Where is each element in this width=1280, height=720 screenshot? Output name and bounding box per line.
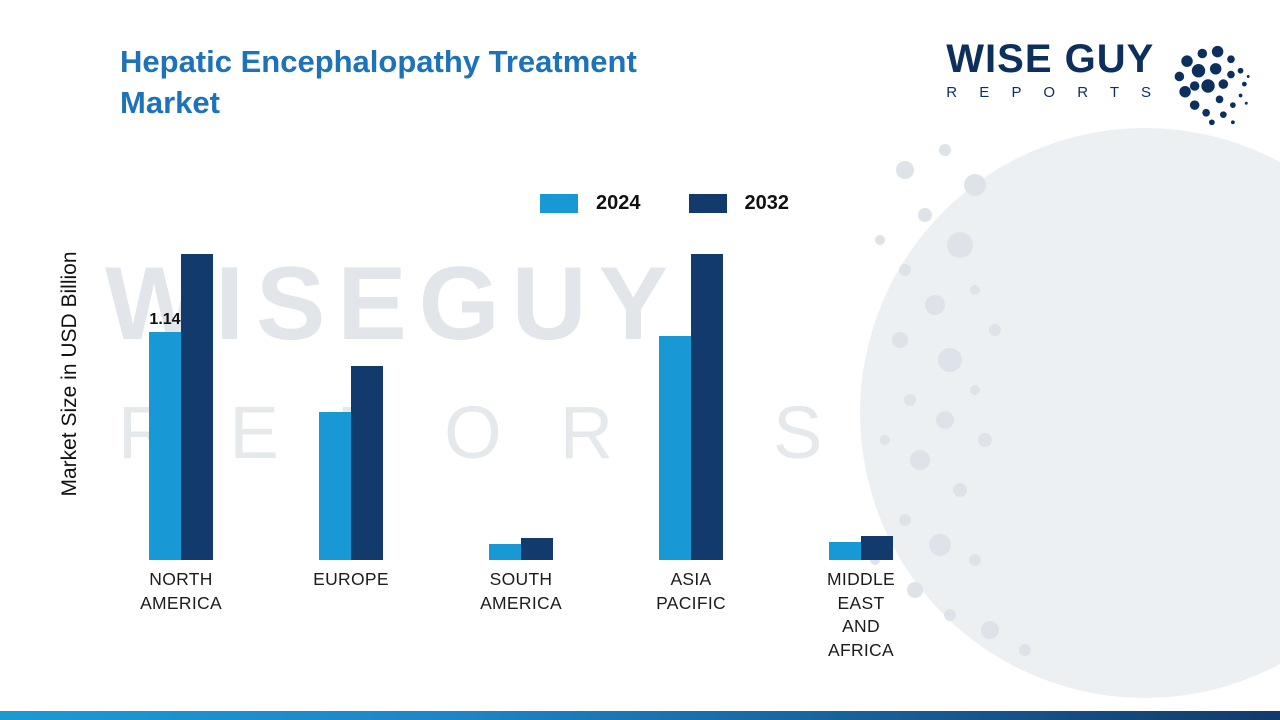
bar-chart: 1.14 NORTH AMERICA EUROPE SOUTH AMERICA ASIA… — [105, 254, 937, 660]
bar-2032-category-1 — [351, 366, 383, 560]
bar-value-label: 1.14 — [149, 311, 181, 328]
legend: 2024 2032 — [540, 192, 789, 215]
bar-group-0: 1.14 NORTH AMERICA — [105, 254, 257, 613]
legend-label-2024: 2024 — [596, 192, 641, 214]
wise-guy-reports-logo: WISE GUY R E P O R T S — [946, 38, 1252, 134]
legend-label-2032: 2032 — [744, 192, 790, 214]
legend-item-2032: 2032 — [688, 192, 790, 215]
logo-wordmark: WISE GUY — [946, 37, 1155, 81]
bar-2032-category-3 — [691, 254, 723, 560]
category-label-2: SOUTH AMERICA — [480, 569, 562, 613]
logo-text: WISE GUY R E P O R T S — [946, 38, 1160, 101]
category-label-4: MIDDLE EAST AND AFRICA — [827, 569, 895, 660]
bar-2032-category-0 — [181, 254, 213, 560]
bar-2032-category-2 — [521, 538, 553, 560]
bar-2024-category-1 — [319, 412, 351, 560]
bar-2032-category-4 — [861, 536, 893, 560]
bar-group-4: MIDDLE EAST AND AFRICA — [785, 536, 937, 660]
legend-item-2024: 2024 — [540, 192, 641, 215]
bar-2024-category-0 — [149, 332, 181, 560]
category-label-3: ASIA PACIFIC — [656, 569, 726, 613]
logo-subtitle: R E P O R T S — [946, 84, 1160, 101]
bar-group-3: ASIA PACIFIC — [615, 254, 767, 613]
bar-2024-category-2 — [489, 544, 521, 560]
y-axis-label: Market Size in USD Billion — [58, 251, 81, 497]
bar-2024-category-4 — [829, 542, 861, 560]
category-label-0: NORTH AMERICA — [140, 569, 222, 613]
bottom-accent-strip — [0, 711, 1280, 720]
category-label-1: EUROPE — [313, 569, 389, 589]
bar-2024-category-3 — [659, 336, 691, 560]
bar-group-1: EUROPE — [275, 366, 427, 589]
bar-group-2: SOUTH AMERICA — [445, 538, 597, 613]
logo-head-icon — [1174, 45, 1250, 126]
legend-swatch-2024 — [540, 194, 578, 213]
page-title: Hepatic Encephalopathy Treatment Market — [120, 44, 637, 120]
legend-swatch-2032 — [688, 194, 727, 213]
